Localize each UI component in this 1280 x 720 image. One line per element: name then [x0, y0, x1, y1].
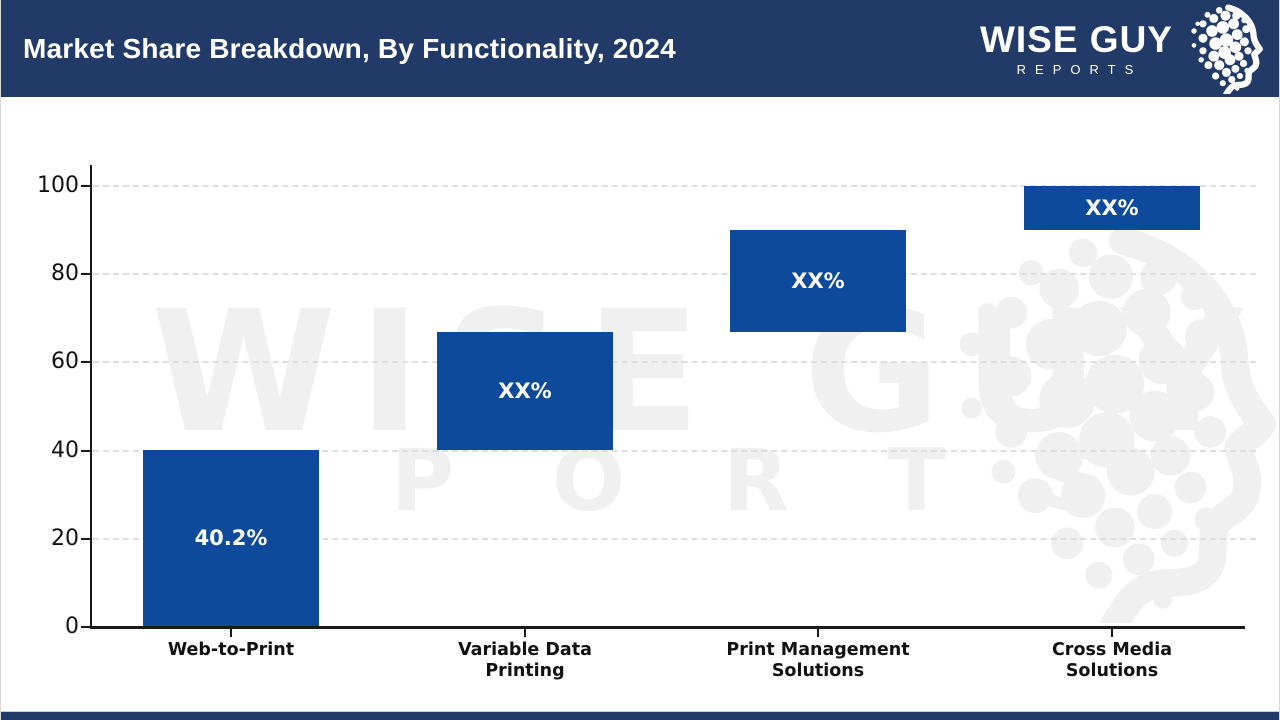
- y-tick-label-20: 20: [51, 525, 79, 551]
- watermark-head-icon: [891, 225, 1280, 623]
- gridline-100: [93, 185, 1256, 187]
- brand-name: WISE GUY: [979, 19, 1173, 60]
- y-tick-label-100: 100: [37, 173, 79, 198]
- category-label-2: Variable Data Printing: [385, 640, 665, 683]
- x-axis: [90, 626, 1245, 629]
- category-label-line: Print Management: [726, 640, 910, 660]
- chart-title: Market Share Breakdown, By Functionality…: [23, 32, 676, 64]
- category-label-line: Solutions: [1065, 661, 1159, 682]
- category-label-3: Print Management Solutions: [678, 640, 958, 683]
- bar-3: XX%: [730, 230, 906, 333]
- y-tick-label-40: 40: [51, 437, 79, 463]
- gridline-20: [93, 537, 1256, 540]
- category-label-line: Printing: [485, 661, 565, 682]
- y-axis: [90, 165, 92, 629]
- x-tick-1: [230, 629, 232, 637]
- footer-bar: [1, 711, 1279, 720]
- watermark-text-line2: P O R T S: [391, 431, 1140, 531]
- y-tick-60: [81, 361, 91, 364]
- gridline-80: [93, 273, 1256, 276]
- gridline-40: [93, 449, 1256, 452]
- bar-4: XX%: [1024, 186, 1200, 231]
- bar-value-label: XX%: [498, 379, 552, 404]
- category-label-4: Cross Media Solutions: [972, 640, 1252, 683]
- bar-value-label: XX%: [791, 269, 845, 294]
- brand-subtitle: REPORTS: [1016, 62, 1143, 77]
- category-label-line: Cross Media: [1051, 640, 1173, 660]
- gridline-60: [93, 361, 1256, 364]
- bar-1: 40.2%: [143, 449, 319, 627]
- category-label-line: Solutions: [771, 661, 865, 682]
- y-tick-20: [81, 537, 91, 540]
- bar-2: XX%: [437, 332, 613, 450]
- bar-value-label: XX%: [1085, 196, 1139, 221]
- y-tick-label-0: 0: [65, 614, 79, 639]
- watermark-text-line1: WISE GUY: [151, 274, 1266, 470]
- y-tick-label-60: 60: [51, 349, 79, 375]
- y-tick-0: [81, 626, 91, 628]
- category-label-line: Web-to-Print: [167, 640, 295, 660]
- bar-value-label: 40.2%: [194, 526, 268, 551]
- brand-text: WISE GUY REPORTS: [980, 21, 1173, 76]
- x-tick-2: [524, 629, 526, 637]
- x-tick-3: [817, 629, 819, 637]
- y-tick-label-80: 80: [51, 261, 79, 287]
- y-tick-100: [81, 185, 91, 187]
- header-bar: Market Share Breakdown, By Functionality…: [1, 0, 1279, 97]
- brand-head-icon: [1175, 4, 1267, 94]
- y-tick-40: [81, 449, 91, 452]
- brand-logo: WISE GUY REPORTS: [980, 0, 1267, 97]
- category-label-line: Variable Data: [458, 640, 592, 660]
- x-tick-4: [1111, 629, 1113, 637]
- category-label-1: Web-to-Print: [91, 640, 371, 661]
- y-tick-80: [81, 273, 91, 276]
